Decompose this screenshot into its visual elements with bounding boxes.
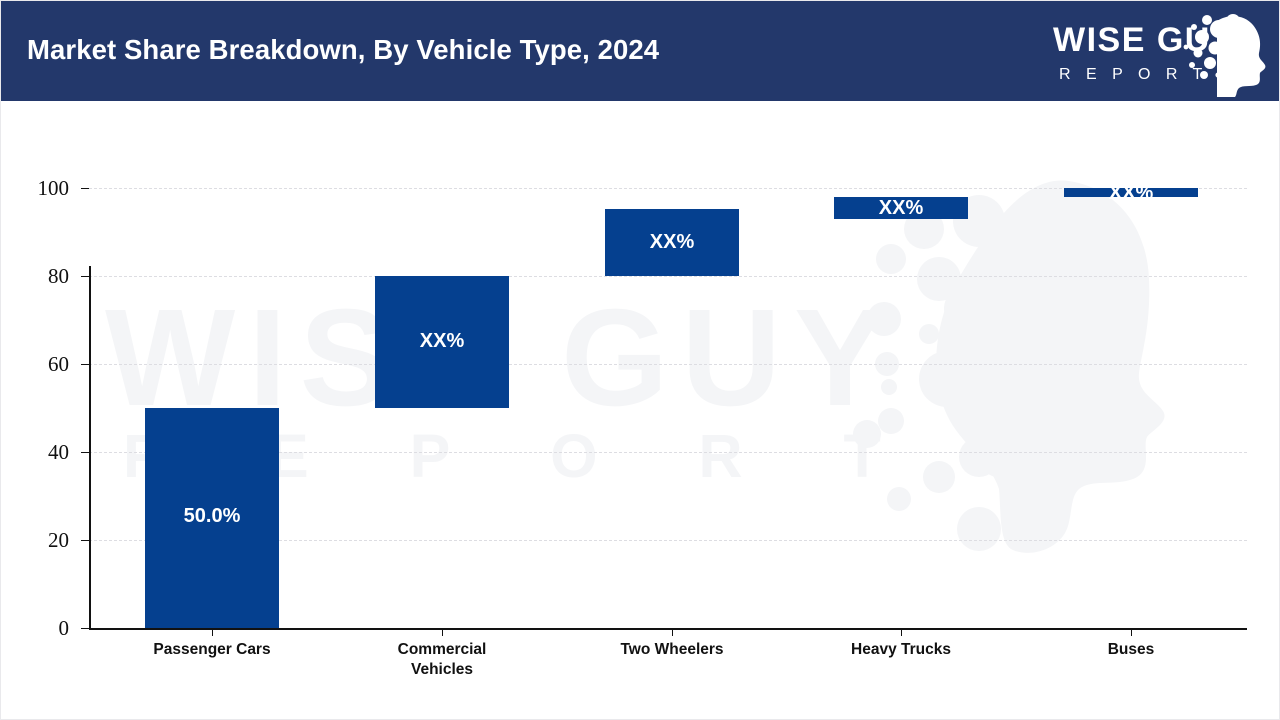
gridline-80 xyxy=(89,276,1247,277)
x-tick-mark-buses xyxy=(1131,628,1132,636)
y-tick-mark-80 xyxy=(81,276,89,277)
y-tick-label-60: 60 xyxy=(48,352,69,376)
y-tick-mark-40 xyxy=(81,452,89,453)
x-tick-mark-passenger-cars xyxy=(212,628,213,636)
logo-head-icon xyxy=(1183,14,1266,97)
x-tick-mark-two-wheelers xyxy=(672,628,673,636)
x-axis-line xyxy=(89,628,1247,630)
header-bar: Market Share Breakdown, By Vehicle Type,… xyxy=(1,1,1279,101)
bar-passenger-cars[interactable] xyxy=(145,408,279,628)
bar-commercial-vehicles[interactable] xyxy=(375,276,509,408)
x-axis-label-line: Passenger Cars xyxy=(153,641,271,658)
x-axis-label-line: Heavy Trucks xyxy=(851,641,951,658)
bar-buses[interactable] xyxy=(1064,188,1198,197)
chart-plot-area: WISE GUY R E P O R T S xyxy=(1,101,1279,719)
watermark-head-icon xyxy=(829,159,1279,629)
bar-two-wheelers[interactable] xyxy=(605,209,739,276)
x-axis-label-commercial-vehicles: Commercial Vehicles xyxy=(342,640,542,680)
gridline-60 xyxy=(89,364,1247,365)
y-tick-mark-60 xyxy=(81,364,89,365)
y-tick-label-20: 20 xyxy=(48,528,69,552)
logo-text-line2: R E P O R T S xyxy=(1059,66,1234,83)
wise-guy-reports-logo: WISE GUY R E P O R T S xyxy=(1047,5,1275,97)
x-tick-mark-heavy-trucks xyxy=(901,628,902,636)
y-tick-label-80: 80 xyxy=(48,264,69,288)
y-tick-label-0: 0 xyxy=(58,616,70,640)
x-axis-label-line: Vehicles xyxy=(410,661,474,678)
y-tick-mark-0 xyxy=(81,628,89,629)
x-tick-mark-commercial-vehicles xyxy=(442,628,443,636)
x-axis-label-line: Buses xyxy=(1107,641,1155,658)
y-tick-mark-20 xyxy=(81,540,89,541)
y-tick-mark-100 xyxy=(81,188,89,189)
bar-heavy-trucks[interactable] xyxy=(834,197,968,219)
x-axis-label-buses: Buses xyxy=(1031,640,1231,660)
gridline-100 xyxy=(89,188,1247,189)
x-axis-label-heavy-trucks: Heavy Trucks xyxy=(801,640,1001,660)
page-title: Market Share Breakdown, By Vehicle Type,… xyxy=(27,34,660,65)
gridline-40 xyxy=(89,452,1247,453)
x-axis-label-line: Two Wheelers xyxy=(620,641,724,658)
gridline-20 xyxy=(89,540,1247,541)
x-axis-label-line: Commercial xyxy=(397,641,487,658)
x-axis-label-two-wheelers: Two Wheelers xyxy=(572,640,772,660)
x-axis-label-passenger-cars: Passenger Cars xyxy=(112,640,312,660)
y-tick-label-100: 100 xyxy=(37,176,70,200)
y-axis-line xyxy=(89,266,91,628)
y-tick-label-40: 40 xyxy=(48,440,69,464)
